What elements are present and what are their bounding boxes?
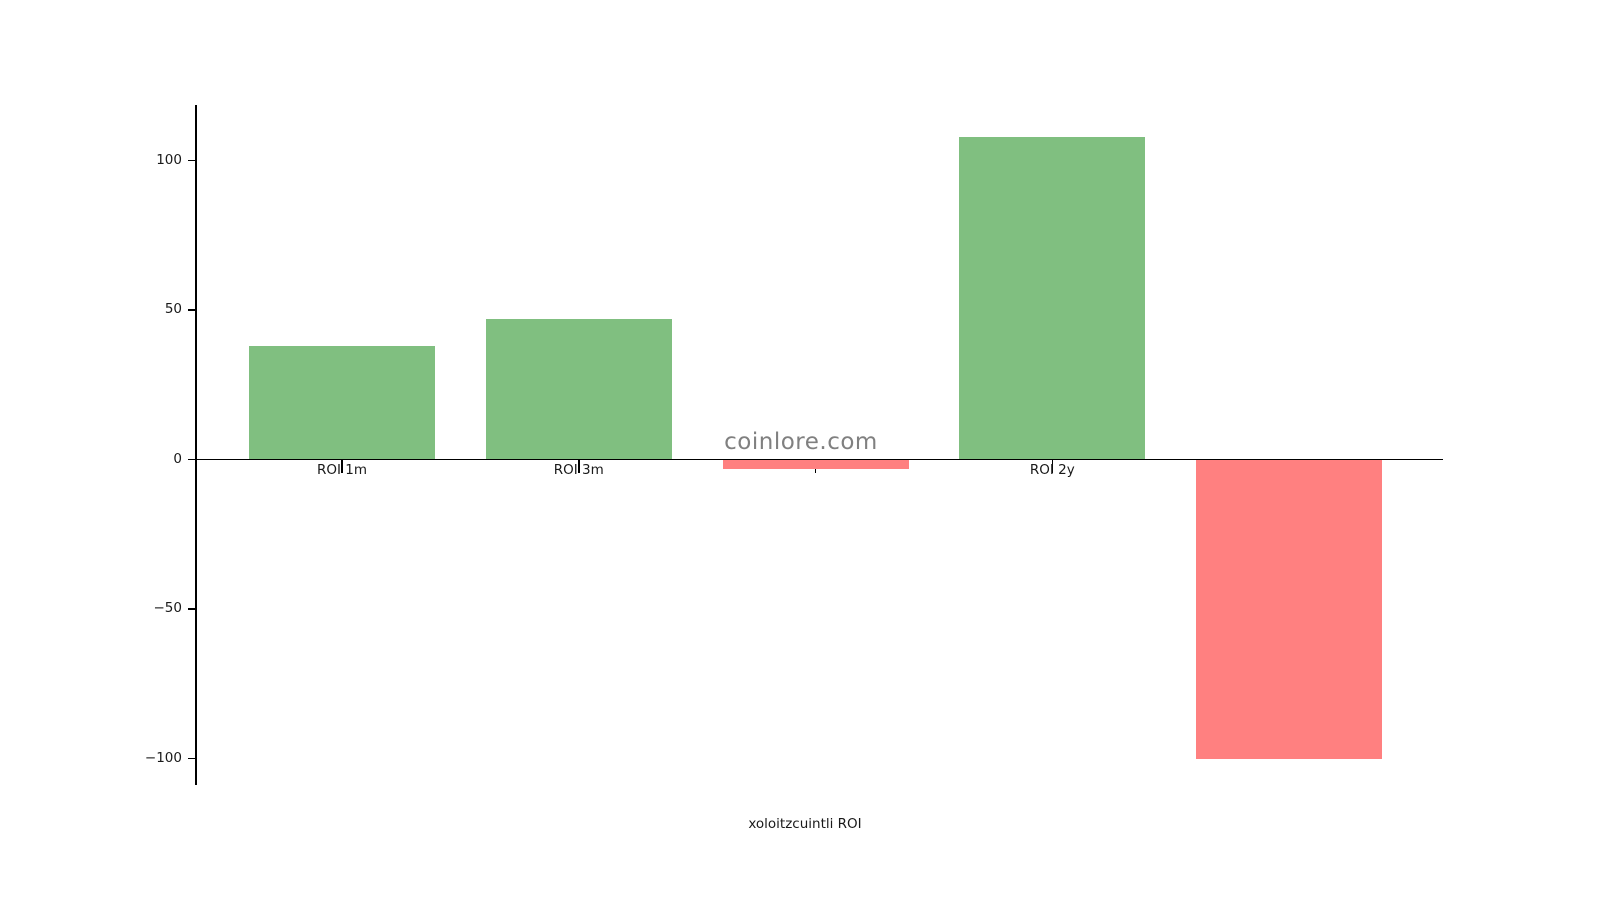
bar: [959, 136, 1146, 460]
x-tick-mark: [341, 459, 343, 473]
x-tick-label: ROI 1m: [316, 461, 368, 478]
y-tick-mark: [188, 608, 196, 610]
watermark-text: coinlore.com: [724, 429, 878, 455]
bar: [1196, 460, 1382, 760]
bar: [485, 318, 672, 460]
y-tick-mark: [188, 309, 196, 311]
y-axis-line: [195, 105, 197, 785]
y-tick-label: −100: [144, 749, 182, 766]
x-tick-label: ROI 2y: [1029, 461, 1075, 478]
x-axis-title: xoloitzcuintli ROI: [748, 816, 862, 832]
y-tick-label: 100: [156, 151, 182, 168]
x-tick-mark: [1051, 459, 1053, 473]
x-axis-line: [196, 458, 1443, 461]
y-tick-label: 50: [164, 301, 182, 317]
y-tick-label: −50: [153, 600, 183, 616]
x-tick-label: ROI 3m: [553, 461, 604, 478]
x-tick-mark: [578, 459, 580, 473]
y-tick-label: 0: [173, 450, 182, 467]
y-tick-mark: [188, 757, 196, 760]
y-tick-mark: [188, 458, 196, 461]
bar: [722, 460, 909, 470]
y-tick-mark: [188, 159, 196, 162]
bar: [249, 345, 435, 460]
